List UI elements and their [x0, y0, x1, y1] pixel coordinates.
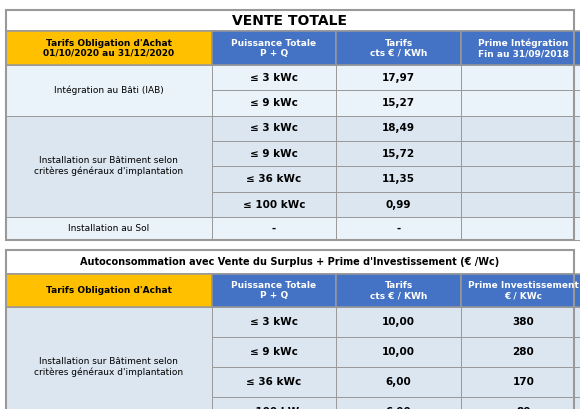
FancyBboxPatch shape [6, 90, 212, 116]
Text: Puissance Totale
P + Q: Puissance Totale P + Q [231, 38, 317, 58]
Text: Tarifs
cts € / KWh: Tarifs cts € / KWh [370, 281, 427, 300]
Text: ≤ 3 kWc: ≤ 3 kWc [250, 317, 298, 327]
Text: Installation sur Bâtiment selon
critères généraux d'implantation: Installation sur Bâtiment selon critères… [34, 157, 183, 176]
FancyBboxPatch shape [461, 192, 580, 217]
FancyBboxPatch shape [6, 250, 574, 274]
FancyBboxPatch shape [6, 65, 212, 116]
Text: ≤ 36 kWc: ≤ 36 kWc [246, 174, 302, 184]
Text: 17,97: 17,97 [382, 73, 415, 83]
FancyBboxPatch shape [212, 307, 336, 337]
FancyBboxPatch shape [6, 337, 212, 367]
FancyBboxPatch shape [461, 116, 580, 141]
Text: 10,00: 10,00 [382, 347, 415, 357]
FancyBboxPatch shape [336, 307, 461, 337]
Text: 280: 280 [513, 347, 534, 357]
FancyBboxPatch shape [6, 10, 574, 31]
FancyBboxPatch shape [6, 307, 212, 409]
FancyBboxPatch shape [336, 31, 461, 65]
FancyBboxPatch shape [212, 141, 336, 166]
FancyBboxPatch shape [6, 192, 212, 217]
Text: ≤ 9 kWc: ≤ 9 kWc [250, 149, 298, 159]
FancyBboxPatch shape [336, 166, 461, 192]
Text: Installation sur Bâtiment selon
critères généraux d'implantation: Installation sur Bâtiment selon critères… [34, 357, 183, 377]
FancyBboxPatch shape [336, 116, 461, 141]
Text: 6,00: 6,00 [386, 407, 412, 409]
FancyBboxPatch shape [212, 116, 336, 141]
Text: ≤ 36 kWc: ≤ 36 kWc [246, 377, 302, 387]
Text: -: - [272, 223, 276, 234]
Text: 18,49: 18,49 [382, 124, 415, 133]
FancyBboxPatch shape [336, 274, 461, 307]
FancyBboxPatch shape [6, 166, 212, 192]
Text: ≤ 9 kWc: ≤ 9 kWc [250, 347, 298, 357]
Text: Tarifs
cts € / KWh: Tarifs cts € / KWh [370, 38, 427, 58]
FancyBboxPatch shape [461, 65, 580, 90]
FancyBboxPatch shape [6, 367, 212, 397]
FancyBboxPatch shape [336, 65, 461, 90]
FancyBboxPatch shape [212, 337, 336, 367]
Text: Prime Intégration
Fin au 31/09/2018: Prime Intégration Fin au 31/09/2018 [478, 38, 569, 58]
Text: 15,27: 15,27 [382, 98, 415, 108]
Text: 170: 170 [513, 377, 534, 387]
Text: Tarifs Obligation d'Achat
01/10/2020 au 31/12/2020: Tarifs Obligation d'Achat 01/10/2020 au … [43, 38, 175, 58]
FancyBboxPatch shape [336, 141, 461, 166]
FancyBboxPatch shape [336, 337, 461, 367]
FancyBboxPatch shape [461, 31, 580, 65]
FancyBboxPatch shape [6, 65, 212, 90]
Text: 10,00: 10,00 [382, 317, 415, 327]
FancyBboxPatch shape [212, 367, 336, 397]
Text: ≤ 3 kWc: ≤ 3 kWc [250, 124, 298, 133]
Text: ≤ 3 kWc: ≤ 3 kWc [250, 73, 298, 83]
Text: ≤ 9 kWc: ≤ 9 kWc [250, 98, 298, 108]
FancyBboxPatch shape [461, 307, 580, 337]
FancyBboxPatch shape [6, 31, 212, 65]
Text: VENTE TOTALE: VENTE TOTALE [233, 14, 347, 28]
FancyBboxPatch shape [6, 307, 212, 337]
FancyBboxPatch shape [212, 166, 336, 192]
Text: Tarifs Obligation d'Achat: Tarifs Obligation d'Achat [46, 286, 172, 295]
FancyBboxPatch shape [461, 141, 580, 166]
FancyBboxPatch shape [6, 141, 212, 166]
FancyBboxPatch shape [212, 397, 336, 409]
FancyBboxPatch shape [6, 116, 212, 217]
Text: ≤ 100 kWc: ≤ 100 kWc [243, 407, 305, 409]
FancyBboxPatch shape [336, 397, 461, 409]
Text: Prime Investissement
€ / KWc: Prime Investissement € / KWc [468, 281, 579, 300]
FancyBboxPatch shape [461, 367, 580, 397]
FancyBboxPatch shape [461, 274, 580, 307]
FancyBboxPatch shape [6, 274, 212, 307]
FancyBboxPatch shape [336, 367, 461, 397]
FancyBboxPatch shape [212, 90, 336, 116]
FancyBboxPatch shape [461, 90, 580, 116]
FancyBboxPatch shape [336, 217, 461, 240]
FancyBboxPatch shape [336, 90, 461, 116]
FancyBboxPatch shape [212, 274, 336, 307]
FancyBboxPatch shape [6, 116, 212, 141]
FancyBboxPatch shape [6, 397, 212, 409]
FancyBboxPatch shape [461, 397, 580, 409]
Text: ≤ 100 kWc: ≤ 100 kWc [243, 200, 305, 209]
Text: 0,99: 0,99 [386, 200, 411, 209]
FancyBboxPatch shape [6, 217, 212, 240]
Text: 6,00: 6,00 [386, 377, 412, 387]
Text: 15,72: 15,72 [382, 149, 415, 159]
Text: Installation au Sol: Installation au Sol [68, 224, 150, 233]
Text: 380: 380 [513, 317, 534, 327]
Text: Puissance Totale
P + Q: Puissance Totale P + Q [231, 281, 317, 300]
Text: -: - [397, 223, 401, 234]
Text: Intégration au Bâti (IAB): Intégration au Bâti (IAB) [54, 85, 164, 95]
FancyBboxPatch shape [6, 217, 212, 240]
Text: Autoconsommation avec Vente du Surplus + Prime d'Investissement (€ /Wc): Autoconsommation avec Vente du Surplus +… [81, 257, 499, 267]
FancyBboxPatch shape [336, 192, 461, 217]
FancyBboxPatch shape [212, 65, 336, 90]
FancyBboxPatch shape [212, 217, 336, 240]
FancyBboxPatch shape [461, 217, 580, 240]
Text: 80: 80 [516, 407, 531, 409]
FancyBboxPatch shape [212, 31, 336, 65]
FancyBboxPatch shape [461, 337, 580, 367]
FancyBboxPatch shape [212, 192, 336, 217]
FancyBboxPatch shape [461, 166, 580, 192]
Text: 11,35: 11,35 [382, 174, 415, 184]
